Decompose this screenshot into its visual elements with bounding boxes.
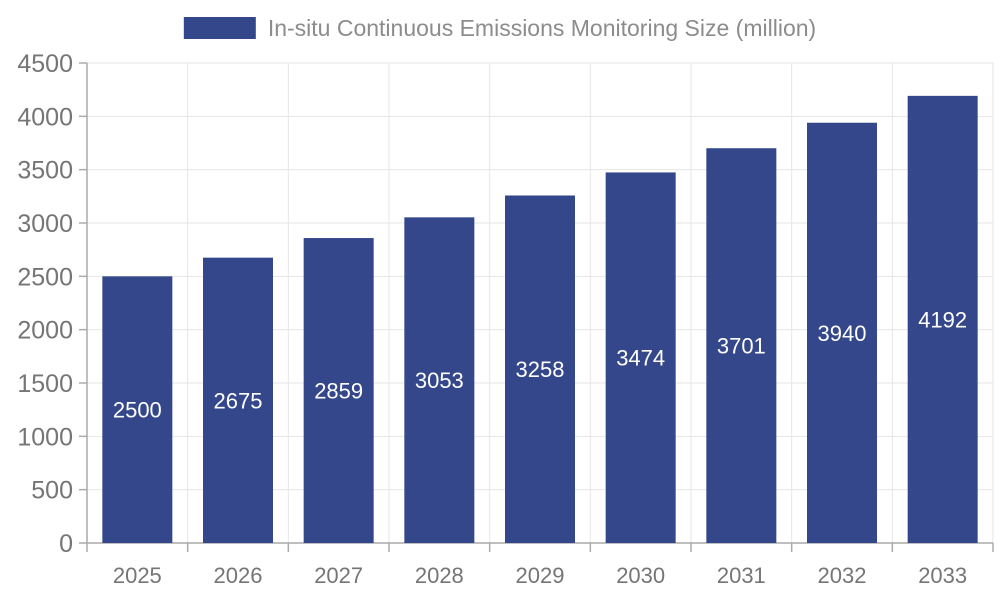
- y-axis-tick-label: 3500: [17, 157, 73, 185]
- bar[interactable]: [907, 95, 978, 543]
- x-axis-tick-label: 2030: [616, 563, 665, 588]
- legend[interactable]: In-situ Continuous Emissions Monitoring …: [183, 14, 817, 42]
- x-axis-tick-label: 2027: [314, 563, 363, 588]
- bar-value-label: 3258: [516, 357, 565, 382]
- bar-value-label: 3940: [818, 321, 867, 346]
- x-axis-tick-label: 2026: [214, 563, 263, 588]
- bar[interactable]: [404, 217, 475, 543]
- y-axis-tick-label: 2500: [17, 263, 73, 291]
- x-axis-tick-label: 2029: [516, 563, 565, 588]
- bar[interactable]: [605, 172, 676, 543]
- bar-value-label: 3053: [415, 368, 464, 393]
- legend-label: In-situ Continuous Emissions Monitoring …: [267, 15, 817, 41]
- bar[interactable]: [203, 257, 273, 543]
- y-axis-tick-label: 4000: [17, 103, 73, 131]
- bar-value-label: 3701: [717, 334, 766, 359]
- y-axis-tick-label: 2000: [17, 317, 73, 345]
- bar[interactable]: [706, 148, 777, 543]
- bar[interactable]: [303, 238, 374, 544]
- x-axis-tick-label: 2025: [113, 563, 162, 588]
- x-axis-tick-label: 2033: [918, 563, 967, 588]
- x-axis-tick-label: 2031: [717, 563, 766, 588]
- y-axis-tick-label: 4500: [17, 50, 73, 78]
- bar-value-label: 3474: [616, 346, 665, 371]
- y-axis-tick-label: 0: [59, 530, 73, 558]
- y-axis-tick-label: 1500: [17, 370, 73, 398]
- bar-value-label: 2859: [314, 379, 363, 404]
- legend-swatch: [183, 17, 256, 39]
- x-axis-tick-label: 2032: [818, 563, 867, 588]
- bar-value-label: 2675: [214, 388, 263, 413]
- bar[interactable]: [505, 195, 575, 544]
- bar-value-label: 2500: [113, 398, 162, 423]
- y-axis-tick-label: 500: [31, 477, 73, 505]
- y-axis-tick-label: 3000: [17, 210, 73, 238]
- bar-value-label: 4192: [918, 307, 967, 332]
- bar[interactable]: [102, 276, 173, 543]
- x-axis-tick-label: 2028: [415, 563, 464, 588]
- y-axis-tick-label: 1000: [17, 423, 73, 451]
- bar[interactable]: [807, 122, 877, 543]
